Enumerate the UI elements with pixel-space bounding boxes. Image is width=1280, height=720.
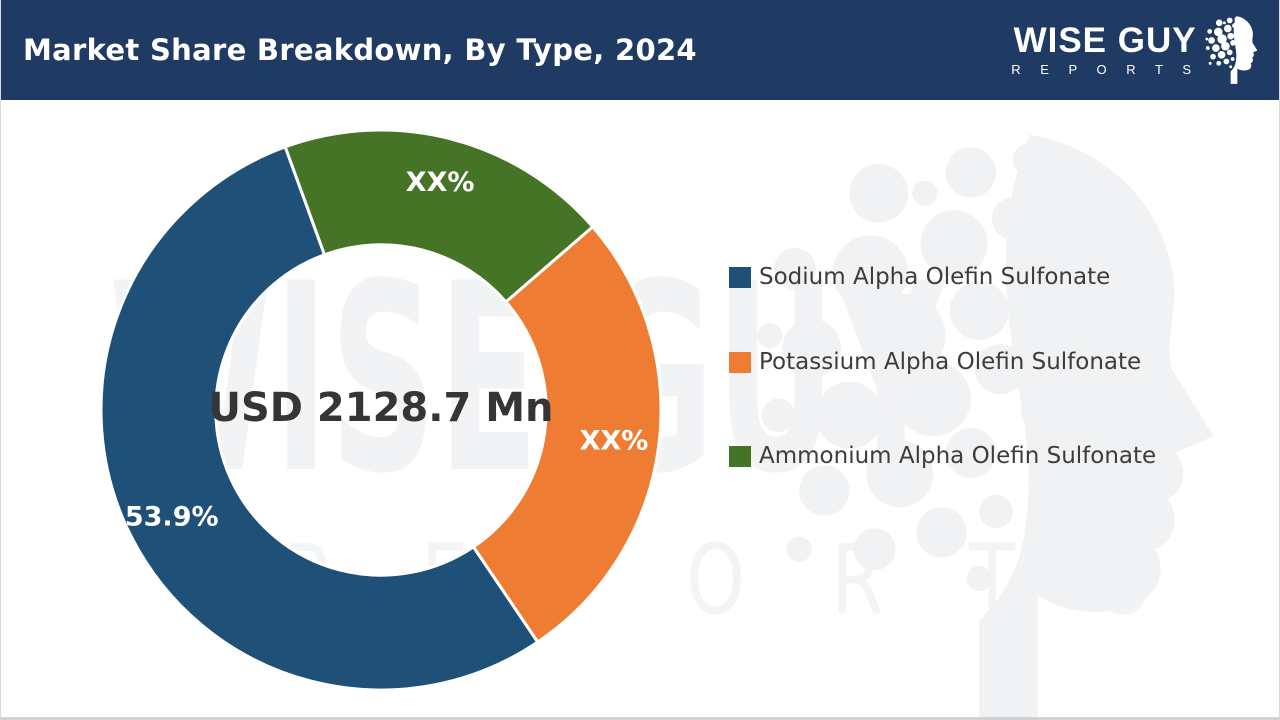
logo-subtitle: R E P O R T S bbox=[1011, 61, 1199, 77]
brand-logo: WISE GUY R E P O R T S bbox=[1011, 8, 1265, 92]
brand-logo-text: WISE GUY R E P O R T S bbox=[1011, 21, 1199, 77]
legend-item: Potassium Alpha Olefin Sulfonate bbox=[729, 347, 1141, 377]
bottom-border bbox=[1, 717, 1279, 720]
donut-chart: 53.9% XX% XX% bbox=[99, 128, 663, 692]
segment-value-label: XX% bbox=[406, 167, 475, 198]
legend-label: Ammonium Alpha Olefin Sulfonate bbox=[759, 443, 1157, 469]
legend-swatch-ammonium bbox=[729, 445, 751, 467]
logo-wordmark: WISE GUY bbox=[1013, 21, 1197, 61]
legend-label: Sodium Alpha Olefin Sulfonate bbox=[759, 264, 1111, 290]
donut-segment bbox=[471, 225, 663, 644]
header-bar: Market Share Breakdown, By Type, 2024 WI… bbox=[1, 0, 1279, 100]
watermark-face-icon bbox=[757, 134, 1214, 720]
wise-guy-face-icon bbox=[1205, 16, 1258, 84]
donut-segment bbox=[99, 145, 540, 692]
page-title: Market Share Breakdown, By Type, 2024 bbox=[23, 33, 697, 67]
legend-swatch-potassium bbox=[729, 351, 751, 373]
segment-value-label: XX% bbox=[580, 425, 649, 456]
legend-label: Potassium Alpha Olefin Sulfonate bbox=[759, 349, 1142, 375]
chart-center-value: USD 2128.7 Mn bbox=[208, 385, 554, 431]
legend-swatch-sodium bbox=[729, 266, 751, 288]
segment-value-label: 53.9% bbox=[125, 501, 219, 532]
donut-segment bbox=[283, 128, 595, 304]
legend-item: Sodium Alpha Olefin Sulfonate bbox=[729, 262, 1110, 292]
legend-item: Ammonium Alpha Olefin Sulfonate bbox=[729, 441, 1156, 471]
